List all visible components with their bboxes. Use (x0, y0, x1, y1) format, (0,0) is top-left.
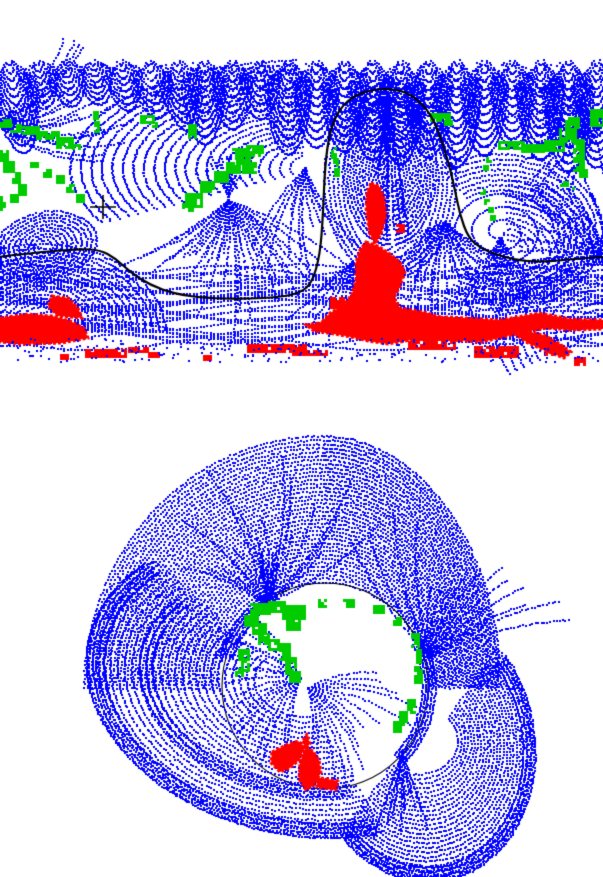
figure-stack (0, 0, 603, 877)
field-line-plot-canvas (0, 0, 603, 877)
